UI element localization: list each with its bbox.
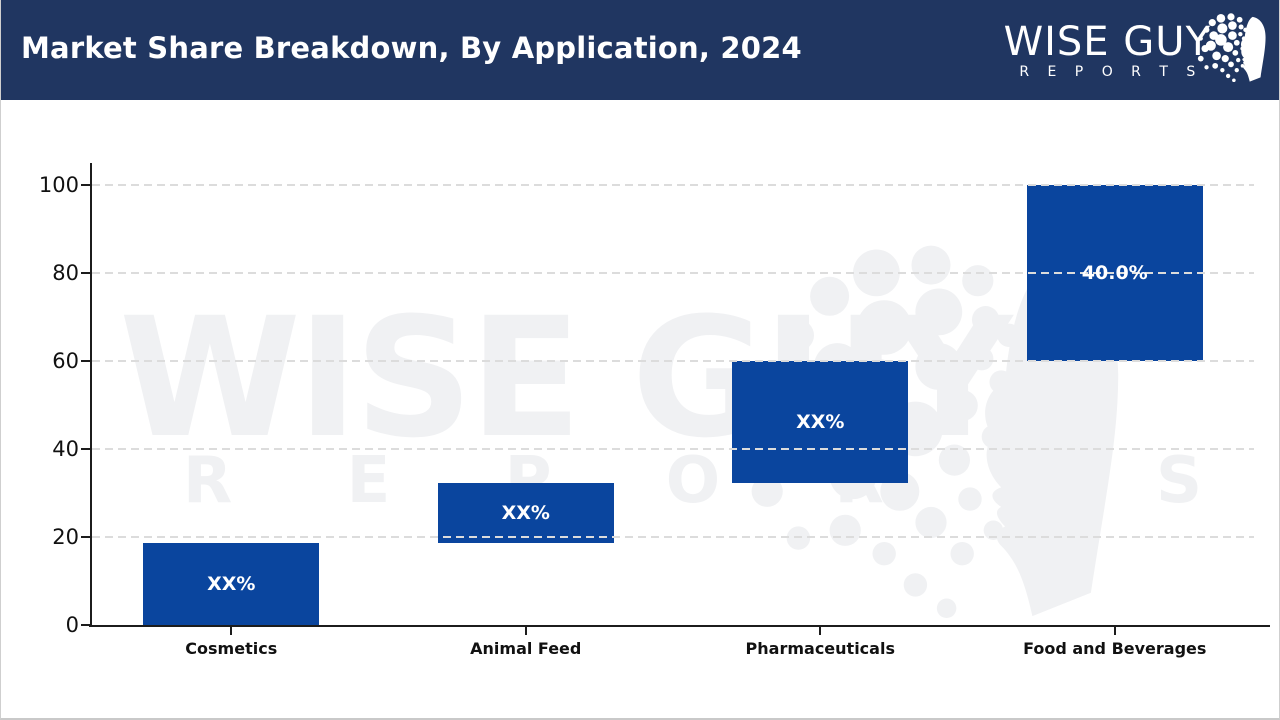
gridline-40 [92, 448, 1254, 450]
x-axis-line [89, 625, 1270, 627]
bar-value-label-animal-feed: XX% [501, 502, 550, 525]
y-tick-20 [81, 536, 91, 538]
gridline-60 [92, 360, 1254, 362]
x-category-label-animal-feed: Animal Feed [470, 639, 582, 658]
wise-guy-reports-logo: WISE GUY R E P O R T S [1004, 0, 1267, 100]
chart-title: Market Share Breakdown, By Application, … [21, 31, 802, 65]
logo-wordmark: WISE GUY R E P O R T S [1004, 21, 1211, 80]
logo-brand-name: WISE GUY [1003, 18, 1211, 65]
y-tick-label-40: 40 [52, 437, 79, 461]
x-tick-pharmaceuticals [819, 627, 822, 635]
logo-brand-subtitle: R E P O R T S [1019, 63, 1203, 80]
y-tick-label-80: 80 [52, 261, 79, 285]
bar-value-label-cosmetics: XX% [207, 573, 256, 596]
gridline-100 [92, 184, 1254, 186]
y-tick-label-20: 20 [52, 525, 79, 549]
y-tick-60 [81, 360, 91, 362]
gridline-20 [92, 536, 1254, 538]
header-bar: Market Share Breakdown, By Application, … [1, 0, 1279, 100]
dotted-face-logo-icon [1197, 13, 1266, 83]
y-tick-40 [81, 448, 91, 450]
y-tick-100 [81, 184, 91, 186]
x-category-label-cosmetics: Cosmetics [185, 639, 278, 658]
y-axis-line [90, 163, 92, 627]
y-tick-80 [81, 272, 91, 274]
y-tick-label-100: 100 [38, 173, 79, 197]
bar-animal-feed [437, 482, 614, 544]
y-tick-label-60: 60 [52, 349, 79, 373]
x-category-label-food-and-beverages: Food and Beverages [1023, 639, 1207, 658]
y-tick-label-0: 0 [65, 613, 79, 637]
x-tick-cosmetics [230, 627, 233, 635]
x-tick-animal-feed [524, 627, 527, 635]
x-category-label-pharmaceuticals: Pharmaceuticals [745, 639, 895, 658]
y-tick-0 [81, 624, 91, 626]
bar-pharmaceuticals [732, 361, 909, 483]
bar-cosmetics [143, 543, 320, 625]
gridline-80 [92, 272, 1254, 274]
x-tick-food-and-beverages [1113, 627, 1116, 635]
bar-value-label-food-and-beverages: 40.0% [1081, 262, 1148, 284]
bar-value-label-pharmaceuticals: XX% [796, 410, 845, 433]
